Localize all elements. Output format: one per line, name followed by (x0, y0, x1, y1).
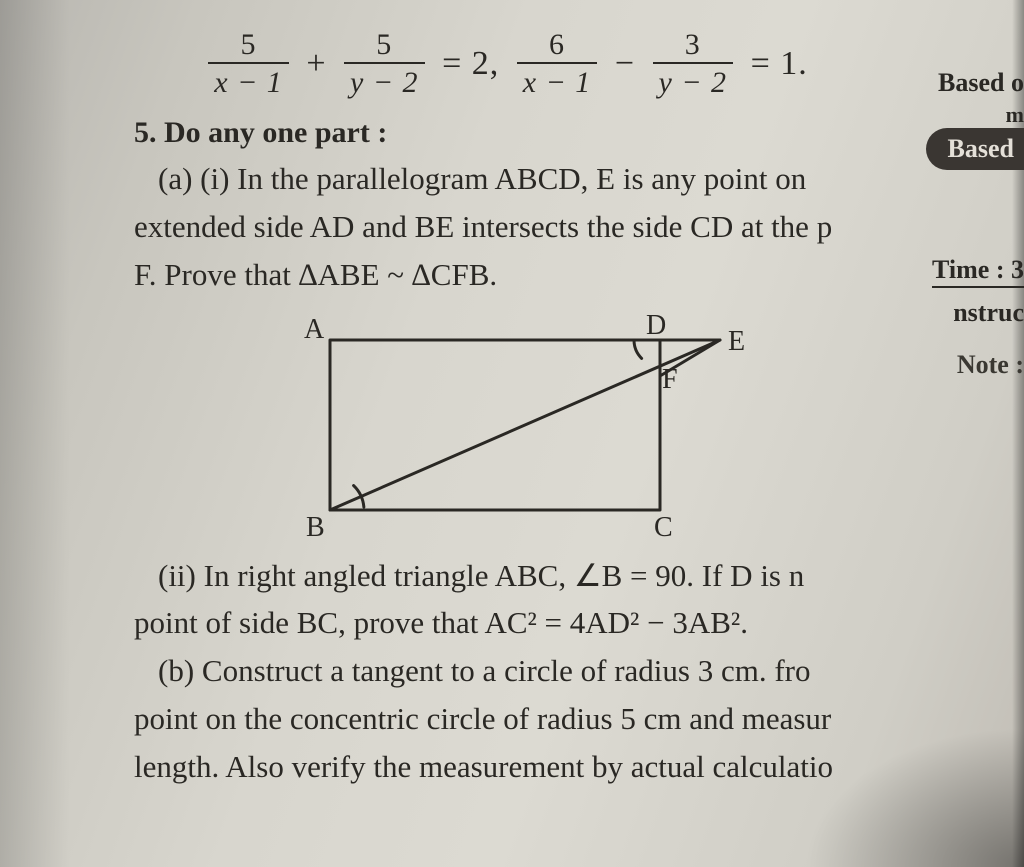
svg-text:E: E (728, 326, 745, 357)
equation-row: 5 x − 1 + 5 y − 2 = 2, 6 x − 1 − 3 y − 2… (100, 30, 920, 98)
q5a-line2: extended side AD and BE intersects the s… (134, 206, 920, 248)
q5a-line1: (a) (i) In the parallelogram ABCD, E is … (134, 158, 920, 200)
fraction-1: 5 x − 1 (208, 30, 289, 98)
frac2-num: 5 (344, 30, 425, 64)
rhs1: 2 (472, 45, 490, 82)
equals-2: = 1. (745, 45, 814, 83)
q5b-line3: length. Also verify the measurement by a… (134, 746, 920, 788)
frac1-num: 5 (208, 30, 289, 64)
svg-text:A: A (304, 314, 325, 345)
parallelogram-figure: A D E B C F (100, 310, 920, 545)
frac3-num: 6 (517, 30, 598, 64)
minus-op: − (609, 45, 641, 83)
fraction-4: 3 y − 2 (653, 30, 734, 98)
q5b-line2: point on the concentric circle of radius… (134, 698, 920, 740)
svg-text:C: C (654, 512, 673, 540)
q5a-ii-line1: (ii) In right angled triangle ABC, ∠B = … (134, 555, 920, 597)
margin-based-o: Based o (938, 68, 1024, 98)
frac4-den: y − 2 (653, 64, 734, 98)
margin-time: Time : 3 (932, 255, 1024, 285)
margin-nstruc: nstruc (953, 298, 1024, 328)
equals-1: = 2, (436, 45, 505, 83)
q5b-line1: (b) Construct a tangent to a circle of r… (134, 650, 920, 692)
q5a-line3: F. Prove that ∆ABE ~ ∆CFB. (134, 254, 920, 296)
q5a-ii-line2: point of side BC, prove that AC² = 4AD² … (134, 602, 920, 644)
margin-based-pill: Based (926, 128, 1024, 170)
diagram-svg: A D E B C F (260, 310, 760, 540)
frac3-den: x − 1 (517, 64, 598, 98)
page-content: 5 x − 1 + 5 y − 2 = 2, 6 x − 1 − 3 y − 2… (100, 0, 920, 794)
margin-note: Note : (957, 350, 1024, 380)
svg-text:B: B (306, 512, 325, 540)
svg-text:F: F (662, 364, 678, 395)
question-5-header: 5. Do any one part : (134, 116, 920, 150)
svg-text:D: D (646, 310, 666, 341)
rhs2: 1. (780, 45, 808, 82)
vignette-left (0, 0, 70, 867)
fraction-3: 6 x − 1 (517, 30, 598, 98)
frac2-den: y − 2 (344, 64, 425, 98)
margin-m: m (1006, 102, 1024, 128)
frac4-num: 3 (653, 30, 734, 64)
plus-op-1: + (300, 45, 332, 83)
frac1-den: x − 1 (208, 64, 289, 98)
fraction-2: 5 y − 2 (344, 30, 425, 98)
